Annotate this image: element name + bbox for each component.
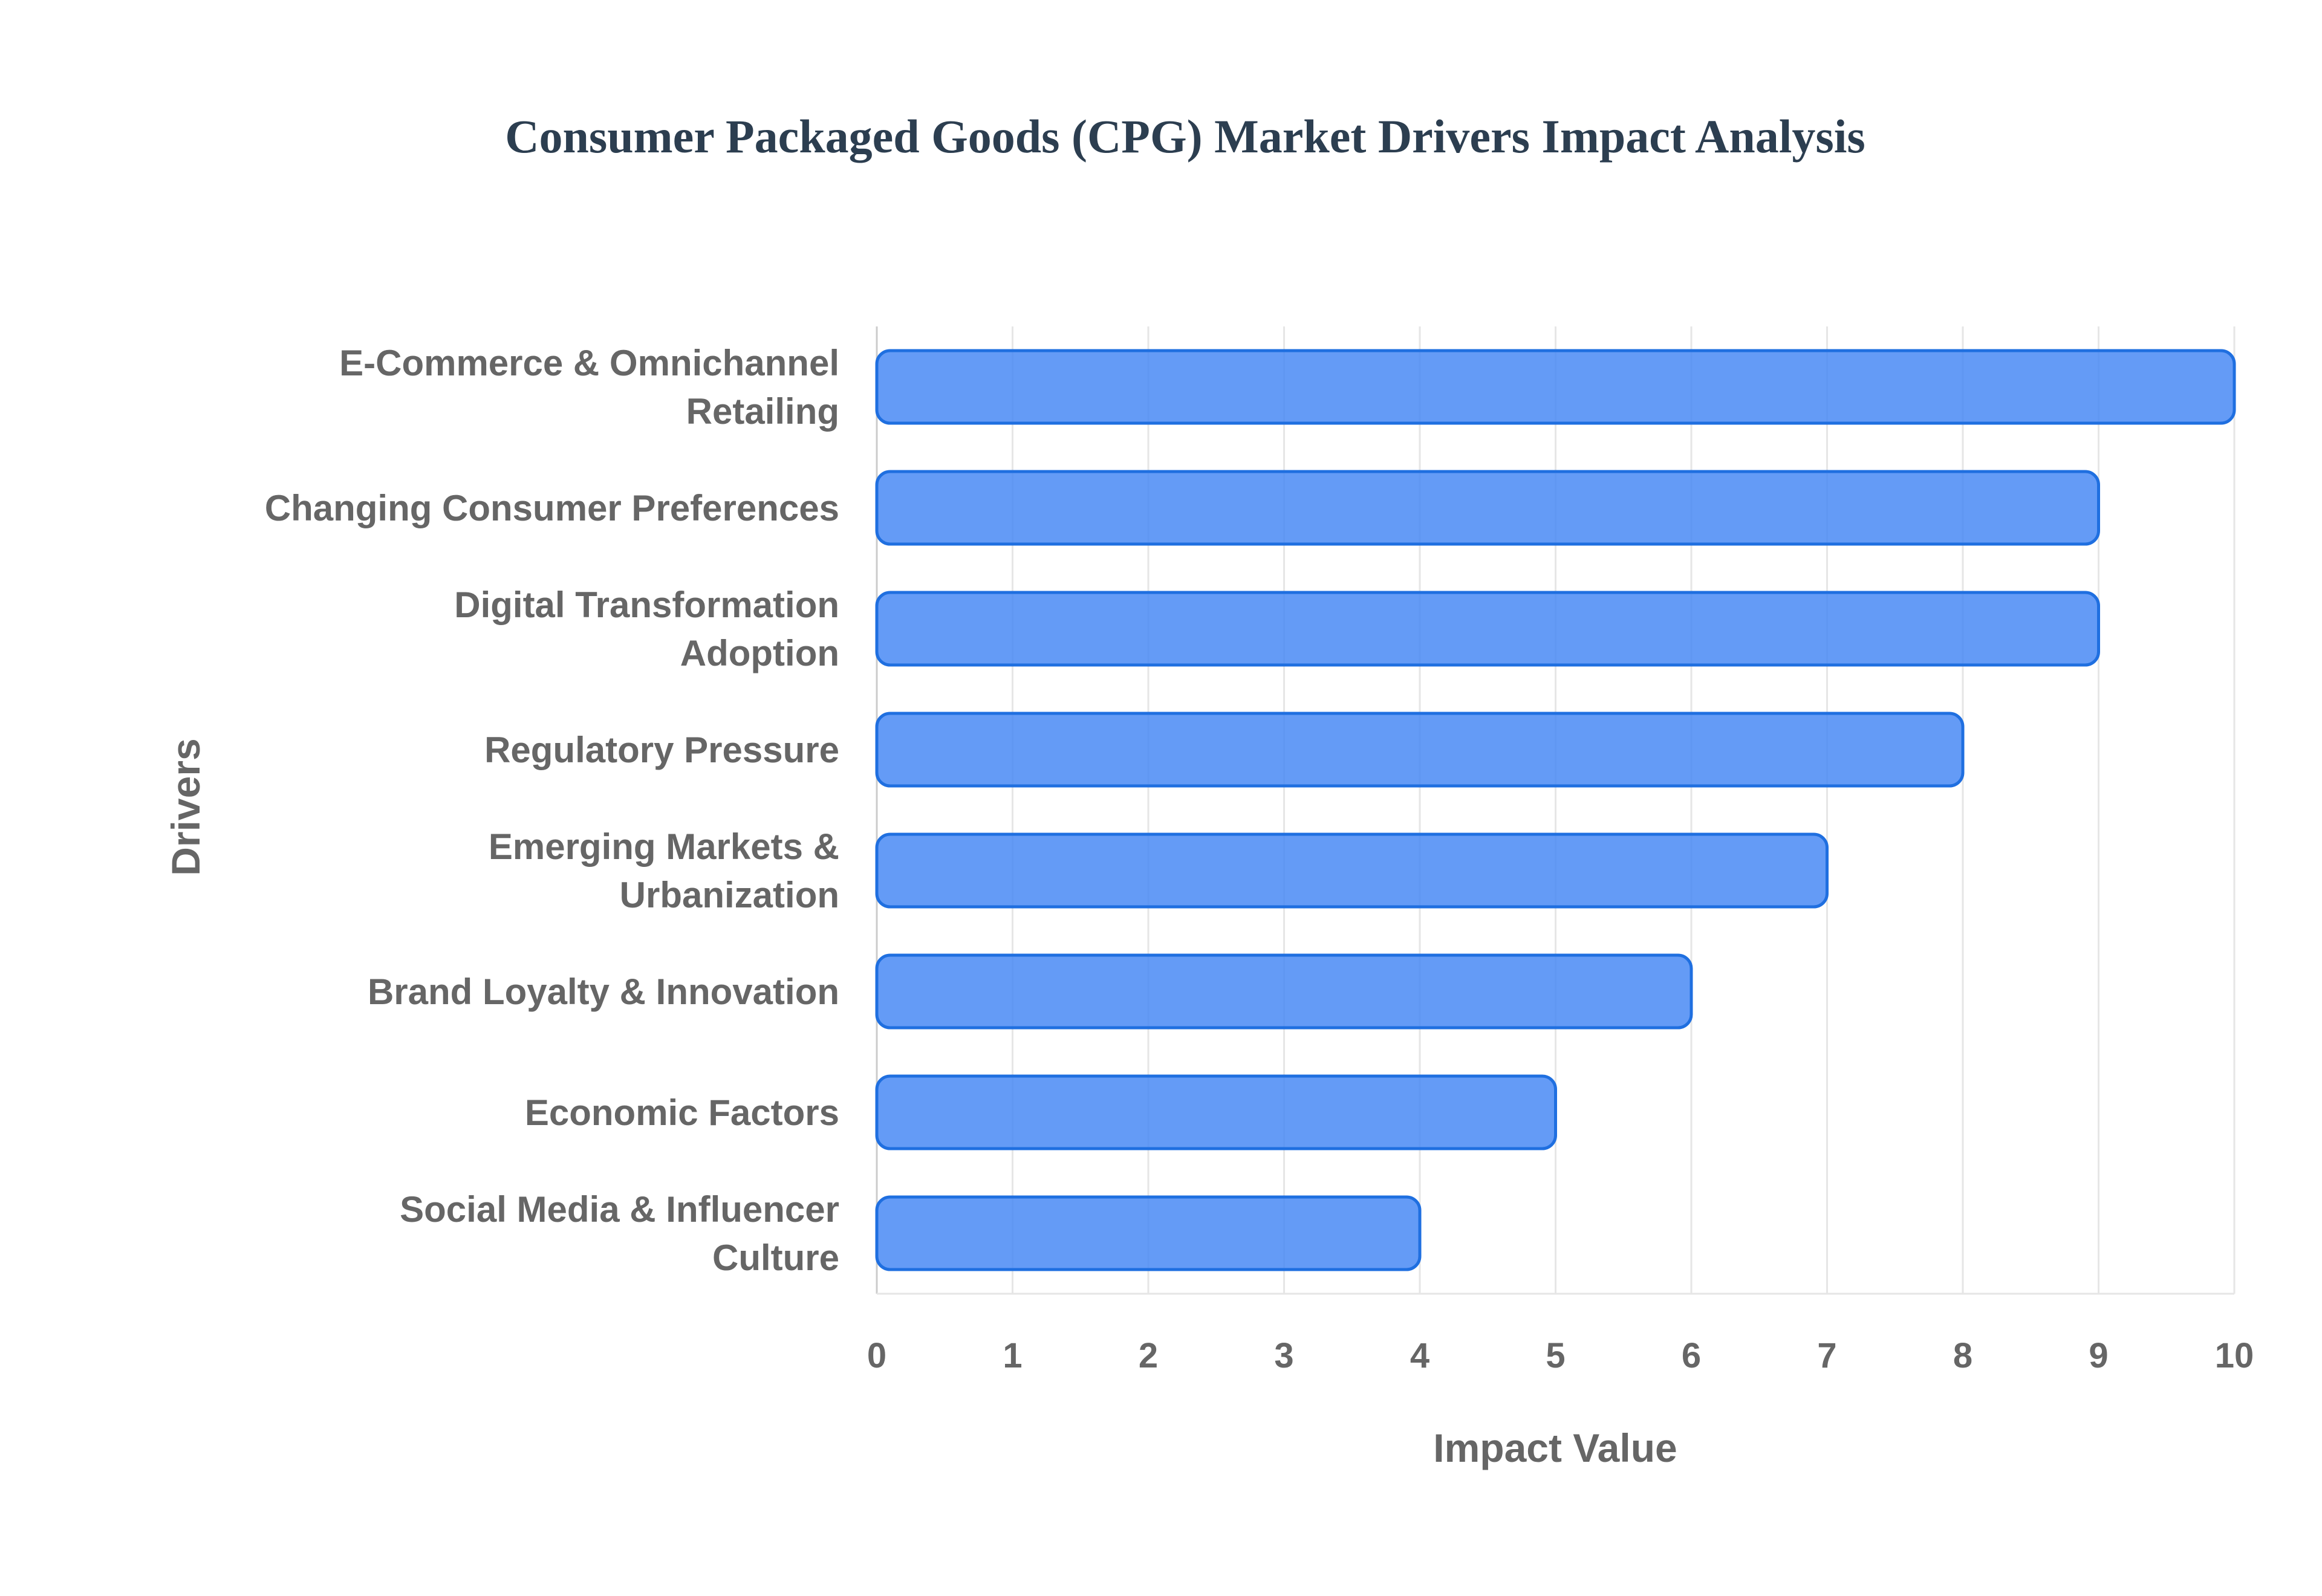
- bar[interactable]: [875, 1195, 1422, 1271]
- x-tick-label: 8: [1953, 1336, 1972, 1375]
- category-label-line: Adoption: [680, 633, 839, 673]
- category-labels: E-Commerce & Omnichannel Retailing Changin…: [265, 343, 839, 1278]
- category-label-line: Emerging Markets &: [489, 826, 839, 867]
- category-label: Regulatory Pressure: [484, 730, 839, 770]
- category-label: Social Media & Influencer Culture: [400, 1189, 839, 1278]
- category-label-line: Social Media & Influencer: [400, 1189, 839, 1230]
- chart-title: Consumer Packaged Goods (CPG) Market Dri…: [505, 110, 1865, 163]
- bar[interactable]: [875, 1074, 1557, 1150]
- category-label: Changing Consumer Preferences: [265, 488, 839, 528]
- x-tick-label: 4: [1410, 1336, 1429, 1375]
- bars: [875, 349, 2236, 1271]
- category-label-line: Digital Transformation: [454, 585, 839, 625]
- bar[interactable]: [875, 470, 2100, 546]
- category-label-line: Regulatory Pressure: [484, 730, 839, 770]
- x-tick-label: 0: [867, 1336, 886, 1375]
- category-label-line: Culture: [712, 1238, 839, 1278]
- bar[interactable]: [875, 832, 1829, 909]
- x-tick-label: 6: [1682, 1336, 1701, 1375]
- category-label-line: Retailing: [686, 391, 839, 432]
- x-axis-title: Impact Value: [1433, 1426, 1677, 1470]
- x-tick-label: 2: [1139, 1336, 1158, 1375]
- x-tick-label: 1: [1003, 1336, 1022, 1375]
- category-label-line: Urbanization: [620, 875, 839, 915]
- category-label: E-Commerce & Omnichannel Retailing: [339, 343, 839, 432]
- category-label-line: Changing Consumer Preferences: [265, 488, 839, 528]
- x-tick-label: 7: [1817, 1336, 1836, 1375]
- bar[interactable]: [875, 953, 1693, 1030]
- x-tick-label: 9: [2089, 1336, 2108, 1375]
- x-tick-labels: 0 1 2 3 4 5 6 7 8 9 10: [867, 1336, 2254, 1375]
- category-label-line: Brand Loyalty & Innovation: [368, 972, 839, 1012]
- x-tick-label: 10: [2215, 1336, 2254, 1375]
- x-tick-label: 5: [1546, 1336, 1565, 1375]
- category-label-line: E-Commerce & Omnichannel: [339, 343, 839, 383]
- y-axis-title: Drivers: [163, 738, 208, 876]
- bar[interactable]: [875, 591, 2100, 667]
- bar[interactable]: [875, 712, 1965, 788]
- bar[interactable]: [875, 349, 2236, 425]
- x-tick-label: 3: [1274, 1336, 1293, 1375]
- category-label: Economic Factors: [525, 1092, 839, 1133]
- category-label: Brand Loyalty & Innovation: [368, 972, 839, 1012]
- category-label: Digital Transformation Adoption: [454, 585, 839, 673]
- category-label: Emerging Markets & Urbanization: [489, 826, 839, 915]
- category-label-line: Economic Factors: [525, 1092, 839, 1133]
